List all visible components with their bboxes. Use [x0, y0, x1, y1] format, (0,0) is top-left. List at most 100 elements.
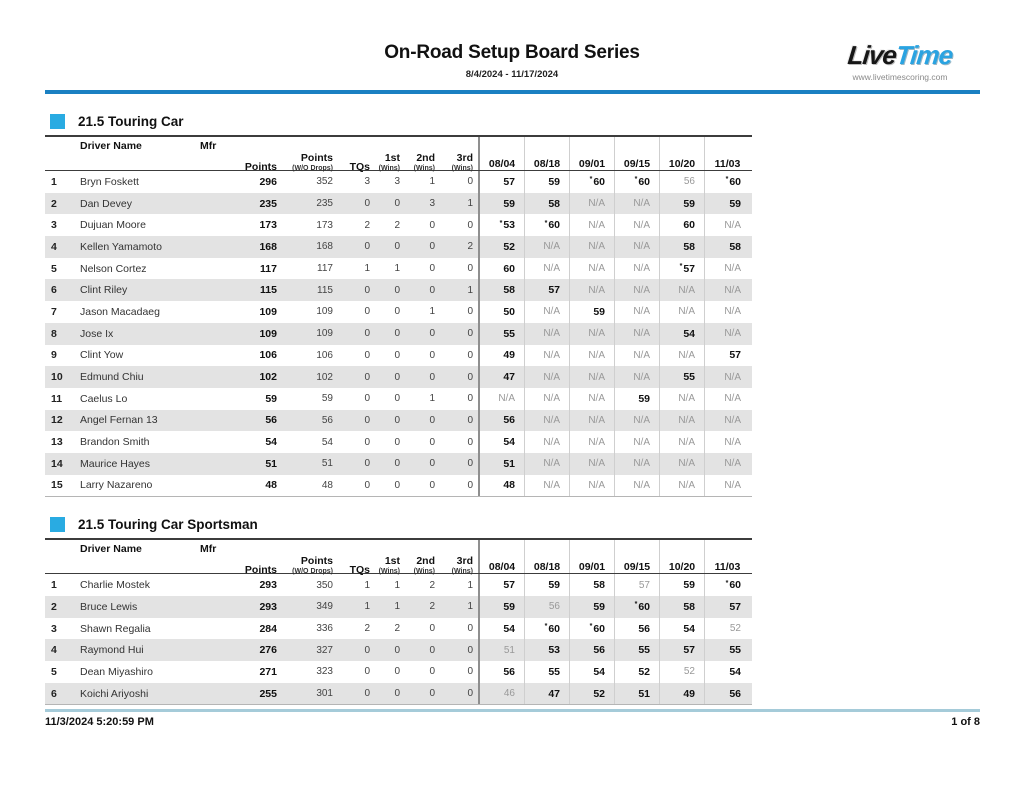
driver-name-header: Driver Name — [80, 137, 195, 173]
third-wins-cell: 0 — [467, 306, 473, 318]
score-cell: N/A — [524, 236, 569, 258]
second-wins-cell: 0 — [429, 349, 435, 361]
score-cell: N/A — [524, 366, 569, 388]
points-header: Points — [235, 540, 277, 576]
first-wins-cell: 0 — [394, 688, 400, 700]
race-date-header: 09/15 — [614, 137, 659, 170]
second-wins-header: 2nd (Wins) — [400, 137, 435, 173]
score-cell: N/A — [478, 387, 524, 410]
second-wins-cell: 0 — [429, 479, 435, 491]
score-cell: 56 — [478, 409, 524, 432]
table-row: 10 Edmund Chiu 102 102 0 0 0 0 47 N/A N/A N/A 55 N/A — [45, 366, 752, 388]
driver-name-cell: Dean Miyashiro — [80, 665, 153, 678]
points-wo-drops-header-sublabel: (W/O Drops) — [292, 568, 333, 576]
driver-name-cell: Larry Nazareno — [80, 479, 153, 492]
points-header-label: Points — [244, 564, 277, 577]
score-cell: 55 — [524, 661, 569, 683]
score-cell: 50 — [478, 301, 524, 323]
third-wins-cell: 0 — [467, 436, 473, 448]
first-wins-header: 1st (Wins) — [370, 540, 400, 576]
race-date-header-label: 09/01 — [578, 158, 606, 170]
rank-cell: 3 — [51, 622, 57, 635]
race-date-header: 08/18 — [524, 540, 569, 574]
third-wins-header: 3rd (Wins) — [435, 137, 473, 173]
mfr-cell — [195, 301, 235, 323]
date-range: 8/4/2024 - 11/17/2024 — [465, 69, 559, 80]
score-cell: 57 — [659, 639, 704, 662]
points-header: Points — [235, 137, 277, 173]
driver-name-cell: Maurice Hayes — [80, 457, 151, 470]
score-cell: 55 — [614, 639, 659, 662]
table-row: 9 Clint Yow 106 106 0 0 0 0 49 N/A N/A N/A N/A 57 — [45, 344, 752, 367]
first-wins-cell: 0 — [394, 371, 400, 383]
first-wins-cell: 0 — [394, 458, 400, 470]
mfr-cell — [195, 258, 235, 280]
score-cell: N/A — [524, 452, 569, 475]
third-wins-header-label: 3rd — [456, 152, 473, 164]
score-cell: 54 — [478, 617, 524, 640]
driver-name-cell: Jose Ix — [80, 327, 114, 340]
score-cell: 51 — [478, 452, 524, 475]
race-date-header: 08/04 — [478, 540, 524, 574]
points-cell: 51 — [265, 457, 277, 470]
points-wo-drops-cell: 56 — [321, 414, 333, 426]
race-date-header: 10/20 — [659, 540, 704, 574]
first-wins-cell: 0 — [394, 479, 400, 491]
score-cell: 52 — [704, 617, 750, 640]
points-wo-drops-cell: 235 — [316, 198, 333, 210]
table-row: 4 Kellen Yamamoto 168 168 0 0 0 2 52 N/A N/A N/A 58 5… — [45, 236, 752, 258]
score-cell: 53 — [524, 639, 569, 662]
second-wins-cell: 0 — [429, 263, 435, 275]
race-date-header: 09/01 — [569, 540, 614, 574]
tqs-cell: 0 — [364, 688, 370, 700]
driver-name-cell: Caelus Lo — [80, 392, 128, 405]
score-cell: N/A — [614, 452, 659, 475]
logo-time-text: Time — [894, 40, 954, 70]
rank-cell: 4 — [51, 644, 57, 657]
points-cell: 276 — [259, 644, 277, 657]
section-title-label: 21.5 Touring Car Sportsman — [78, 516, 258, 532]
rank-cell: 6 — [51, 284, 57, 297]
score-cell: 58 — [659, 236, 704, 258]
score-cell: 59 — [478, 596, 524, 618]
score-cell: 58 — [704, 236, 750, 258]
points-wo-drops-cell: 352 — [316, 176, 333, 188]
third-wins-cell: 1 — [467, 579, 473, 591]
score-cell: N/A — [659, 452, 704, 475]
score-cell: * 60 — [524, 617, 569, 640]
score-cell: N/A — [614, 257, 659, 280]
points-cell: 56 — [265, 414, 277, 427]
score-cell: N/A — [704, 474, 750, 497]
table-row: 13 Brandon Smith 54 54 0 0 0 0 54 N/A N/A N/A N/A N/A — [45, 431, 752, 453]
points-wo-drops-cell: 109 — [316, 306, 333, 318]
race-date-header-label: 09/01 — [578, 561, 606, 574]
score-cell: N/A — [659, 431, 704, 453]
footer-rule — [45, 709, 980, 712]
second-wins-cell: 3 — [429, 198, 435, 210]
first-wins-cell: 0 — [394, 414, 400, 426]
score-cell: 56 — [524, 596, 569, 618]
score-cell: N/A — [524, 409, 569, 432]
rank-cell: 14 — [51, 457, 63, 470]
score-cell: 59 — [524, 574, 569, 596]
first-wins-cell: 0 — [394, 393, 400, 405]
score-cell: * 60 — [704, 574, 750, 596]
score-cell: 52 — [569, 682, 614, 705]
points-cell: 59 — [265, 392, 277, 405]
score-cell: * 60 — [614, 171, 659, 193]
race-date-header: 11/03 — [704, 137, 750, 170]
score-cell: 48 — [478, 474, 524, 497]
second-wins-cell: 2 — [429, 579, 435, 591]
score-cell: 57 — [478, 574, 524, 596]
tq-asterisk: * — [634, 601, 638, 609]
race-date-header-label: 08/18 — [533, 561, 561, 574]
score-cell: N/A — [569, 452, 614, 475]
first-wins-cell: 0 — [394, 436, 400, 448]
tqs-cell: 1 — [364, 601, 370, 613]
points-wo-drops-cell: 117 — [317, 263, 333, 275]
second-wins-header-sublabel: (Wins) — [413, 568, 435, 576]
first-wins-header-label: 1st — [384, 555, 400, 568]
points-wo-drops-cell: 106 — [316, 349, 333, 361]
score-cell: 60 — [659, 214, 704, 237]
score-cell: N/A — [659, 387, 704, 410]
